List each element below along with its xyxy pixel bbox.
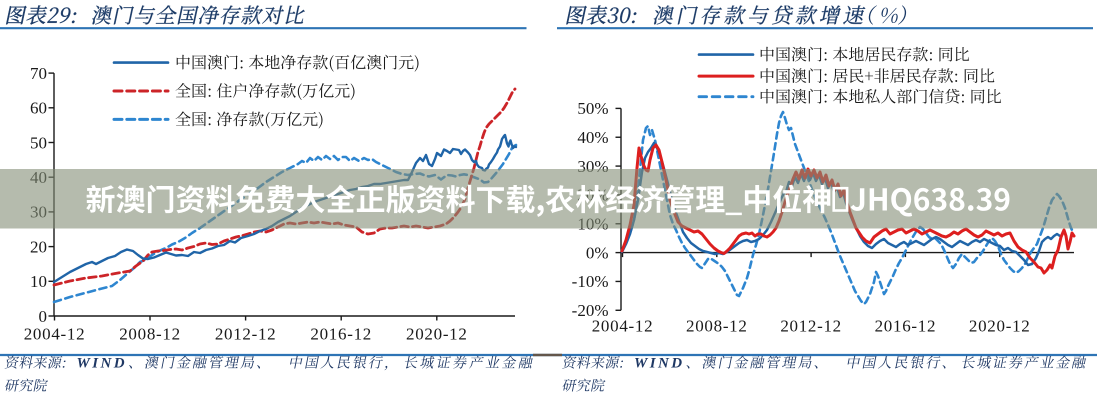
svg-text:60: 60 — [30, 99, 47, 118]
svg-text:-20%: -20% — [572, 301, 609, 320]
svg-text:70: 70 — [30, 64, 47, 83]
svg-text:2008-12: 2008-12 — [119, 325, 181, 344]
svg-text:2020-12: 2020-12 — [969, 317, 1031, 336]
svg-text:0: 0 — [39, 307, 48, 326]
svg-text:2016-12: 2016-12 — [310, 325, 372, 344]
svg-text:20: 20 — [30, 237, 47, 256]
svg-text:2016-12: 2016-12 — [875, 317, 937, 336]
svg-text:2020-12: 2020-12 — [406, 325, 468, 344]
svg-text:10: 10 — [30, 272, 47, 291]
svg-text:2008-12: 2008-12 — [686, 317, 748, 336]
svg-text:-10%: -10% — [572, 272, 609, 291]
svg-text:WIND: WIND — [634, 356, 684, 372]
svg-text:2012-12: 2012-12 — [215, 325, 277, 344]
svg-text:2004-12: 2004-12 — [24, 325, 86, 344]
svg-text:2012-12: 2012-12 — [780, 317, 842, 336]
svg-text:40%: 40% — [577, 128, 608, 147]
svg-text:0%: 0% — [586, 243, 609, 262]
svg-text:50: 50 — [30, 133, 47, 152]
svg-text:50%: 50% — [577, 99, 608, 118]
svg-text:WIND: WIND — [77, 356, 127, 372]
svg-text:2004-12: 2004-12 — [592, 317, 654, 336]
